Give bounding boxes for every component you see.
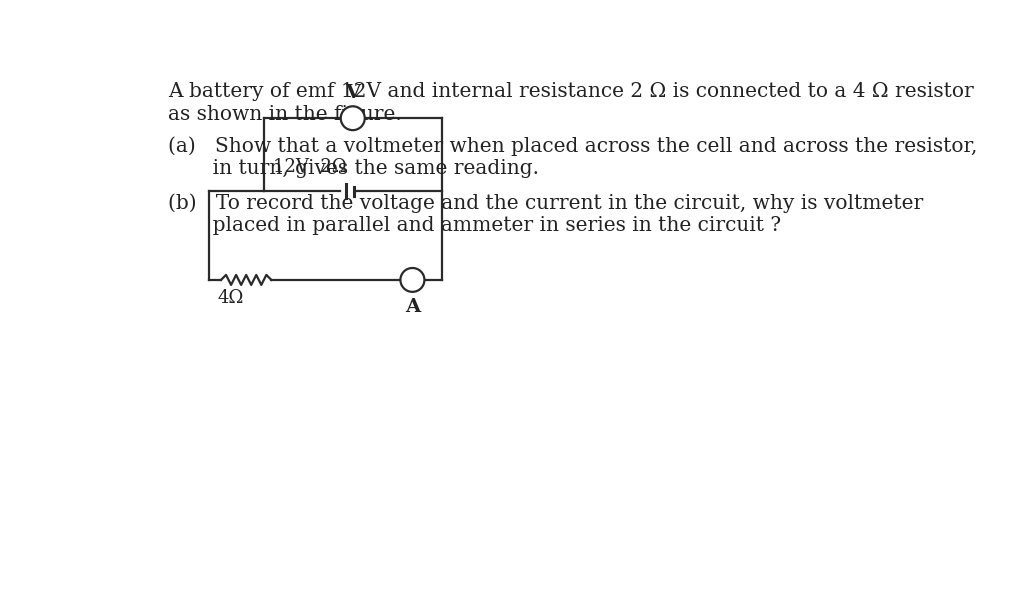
Text: 4Ω: 4Ω	[217, 289, 244, 307]
Text: 12V  2Ω: 12V 2Ω	[273, 158, 347, 176]
Text: A battery of emf 12V and internal resistance 2 Ω is connected to a 4 Ω resistor: A battery of emf 12V and internal resist…	[168, 82, 974, 101]
Text: (a)   Show that a voltmeter when placed across the cell and across the resistor,: (a) Show that a voltmeter when placed ac…	[168, 136, 978, 156]
Text: (b)   To record the voltage and the current in the circuit, why is voltmeter: (b) To record the voltage and the curren…	[168, 193, 924, 213]
Text: placed in parallel and ammeter in series in the circuit ?: placed in parallel and ammeter in series…	[168, 216, 781, 235]
Circle shape	[341, 106, 365, 130]
Circle shape	[400, 268, 424, 292]
Text: V: V	[345, 83, 360, 102]
Text: as shown in the figure.: as shown in the figure.	[168, 105, 402, 124]
Text: A: A	[404, 298, 420, 316]
Text: in turn, gives the same reading.: in turn, gives the same reading.	[168, 159, 540, 178]
